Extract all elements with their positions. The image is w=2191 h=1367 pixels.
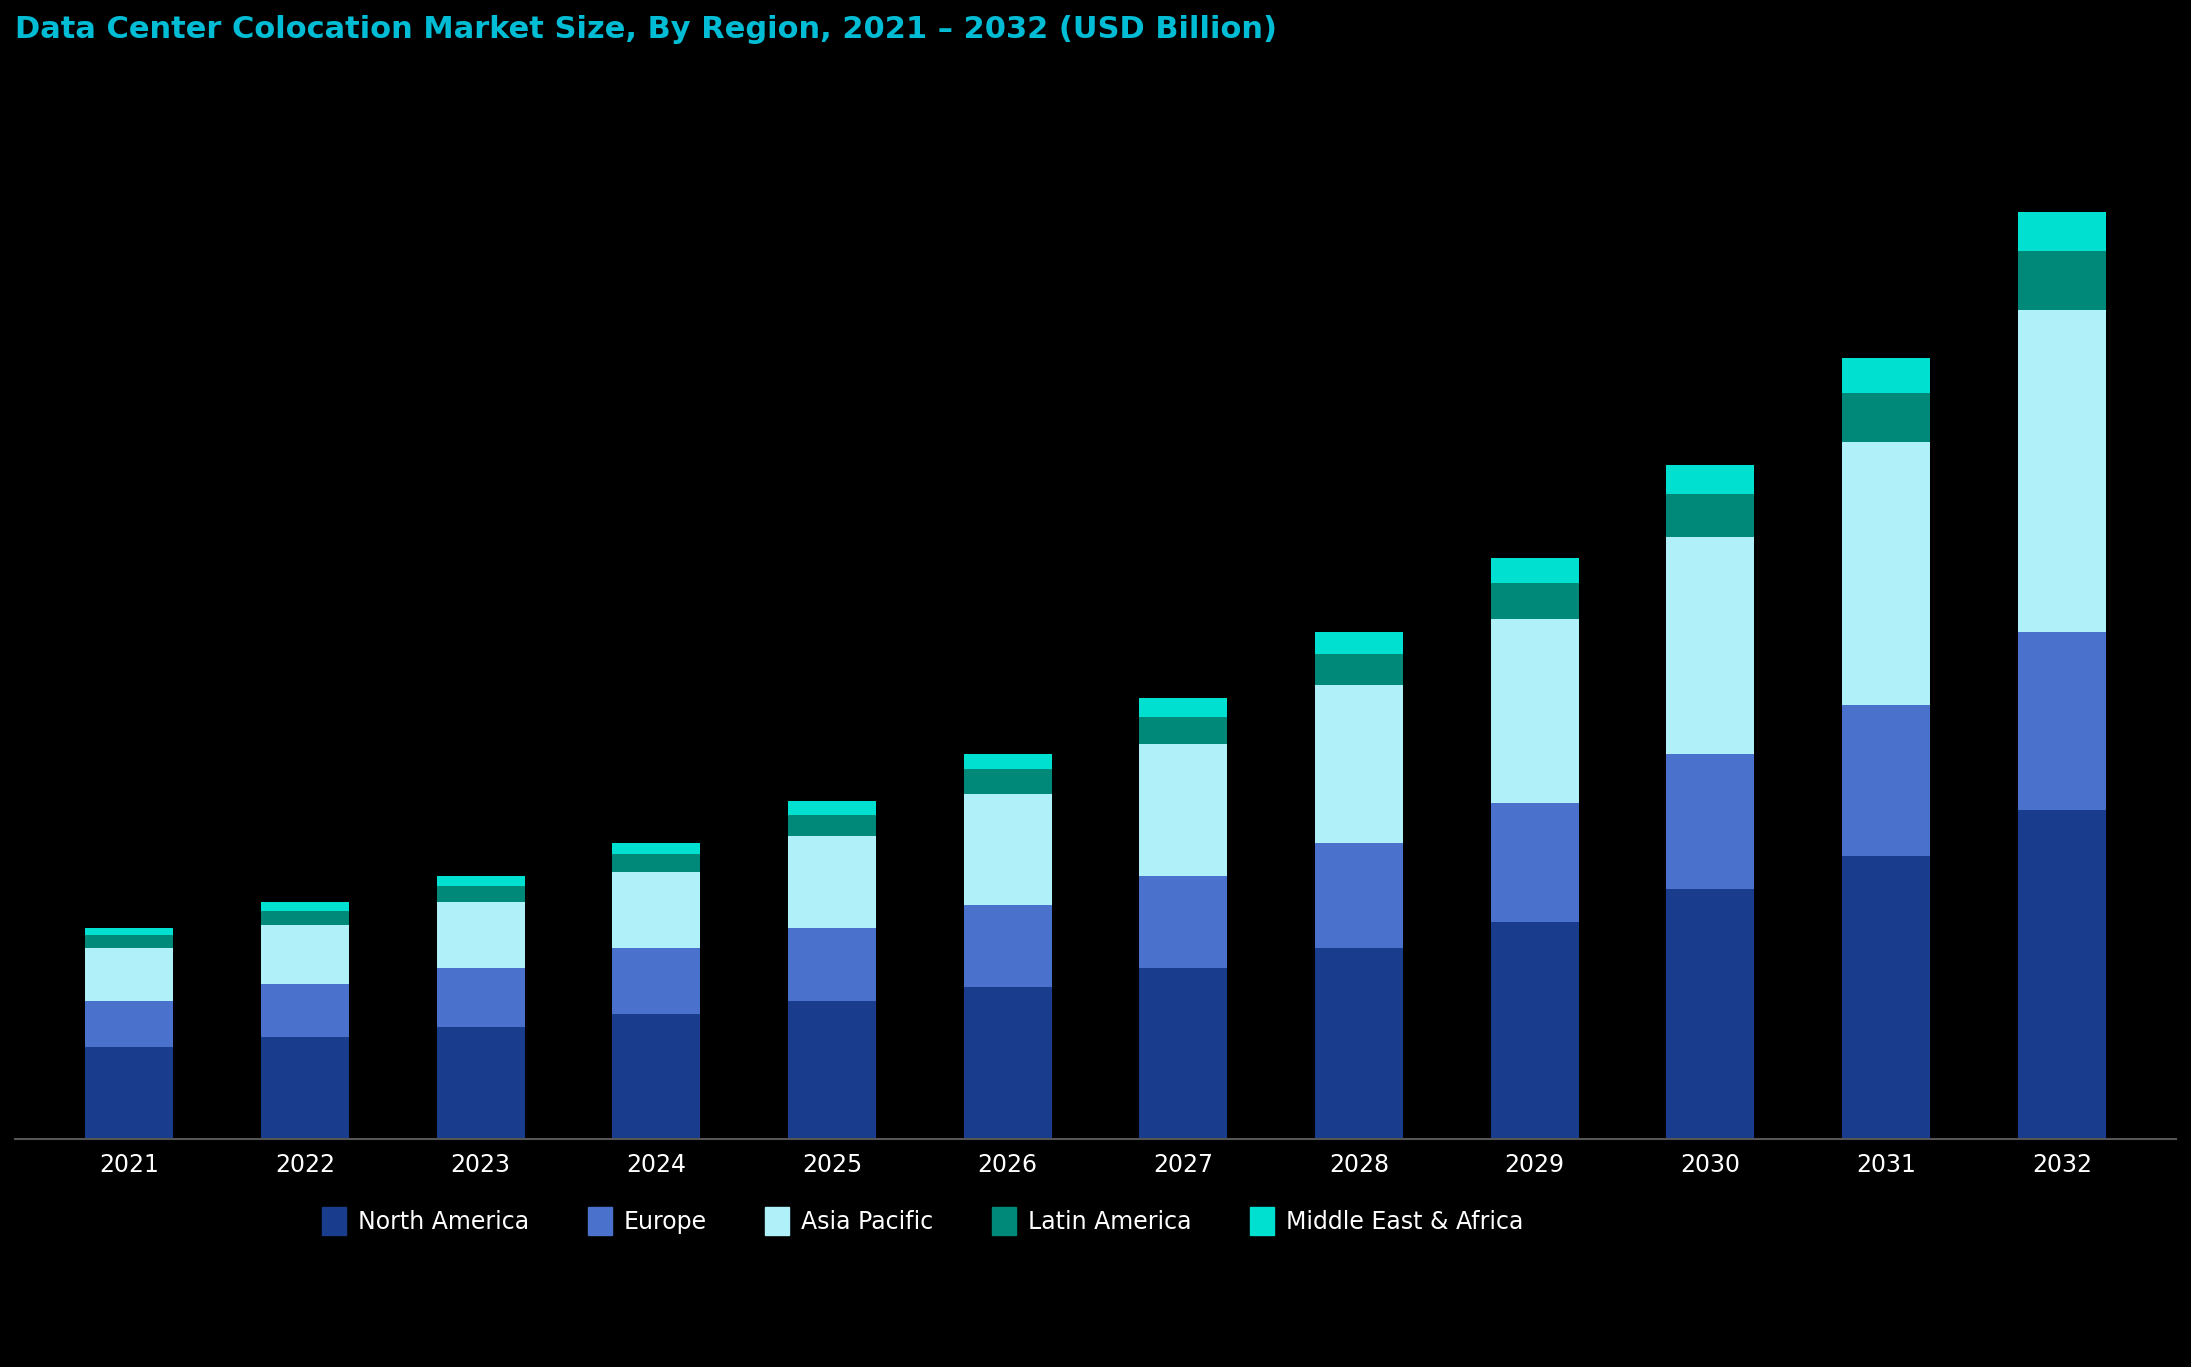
Bar xyxy=(1490,584,1580,619)
Bar xyxy=(261,910,348,925)
Bar xyxy=(1843,392,1930,442)
Bar xyxy=(261,902,348,910)
Bar xyxy=(789,1001,876,1139)
Bar xyxy=(1139,744,1227,876)
Bar xyxy=(85,949,173,1001)
Bar xyxy=(611,854,701,872)
Bar xyxy=(1490,619,1580,804)
Bar xyxy=(611,843,701,854)
Bar xyxy=(789,815,876,837)
Bar xyxy=(85,935,173,949)
Bar xyxy=(789,928,876,1001)
Bar xyxy=(1490,558,1580,584)
Bar xyxy=(1315,685,1402,843)
Bar xyxy=(964,987,1052,1139)
Bar xyxy=(611,1014,701,1139)
Bar xyxy=(436,1027,524,1139)
Bar xyxy=(789,837,876,928)
Bar xyxy=(964,770,1052,793)
Text: Data Center Colocation Market Size, By Region, 2021 – 2032 (USD Billion): Data Center Colocation Market Size, By R… xyxy=(15,15,1277,44)
Bar xyxy=(85,1001,173,1047)
Bar xyxy=(1667,495,1755,537)
Bar xyxy=(1843,358,1930,392)
Bar xyxy=(1667,889,1755,1139)
Legend: North America, Europe, Asia Pacific, Latin America, Middle East & Africa: North America, Europe, Asia Pacific, Lat… xyxy=(313,1197,1532,1244)
Bar xyxy=(1667,755,1755,889)
Bar xyxy=(85,928,173,935)
Bar xyxy=(261,925,348,984)
Bar xyxy=(1843,705,1930,856)
Bar xyxy=(2018,252,2106,310)
Bar xyxy=(1315,653,1402,685)
Bar xyxy=(2018,212,2106,252)
Bar xyxy=(436,886,524,902)
Bar xyxy=(436,902,524,968)
Bar xyxy=(2018,310,2106,633)
Bar xyxy=(1139,876,1227,968)
Bar xyxy=(611,949,701,1014)
Bar xyxy=(1667,465,1755,495)
Bar xyxy=(1139,699,1227,716)
Bar xyxy=(964,755,1052,770)
Bar xyxy=(1490,804,1580,921)
Bar xyxy=(1139,968,1227,1139)
Bar xyxy=(1843,442,1930,705)
Bar xyxy=(1315,633,1402,653)
Bar xyxy=(1139,716,1227,744)
Bar xyxy=(436,876,524,886)
Bar xyxy=(964,905,1052,987)
Bar xyxy=(1667,537,1755,755)
Bar xyxy=(1315,949,1402,1139)
Bar xyxy=(261,1036,348,1139)
Bar xyxy=(611,872,701,949)
Bar xyxy=(2018,811,2106,1139)
Bar xyxy=(261,984,348,1036)
Bar xyxy=(1490,921,1580,1139)
Bar xyxy=(789,801,876,815)
Bar xyxy=(964,793,1052,905)
Bar xyxy=(1843,856,1930,1139)
Bar xyxy=(436,968,524,1027)
Bar xyxy=(2018,633,2106,811)
Bar xyxy=(85,1047,173,1139)
Bar xyxy=(1315,843,1402,949)
